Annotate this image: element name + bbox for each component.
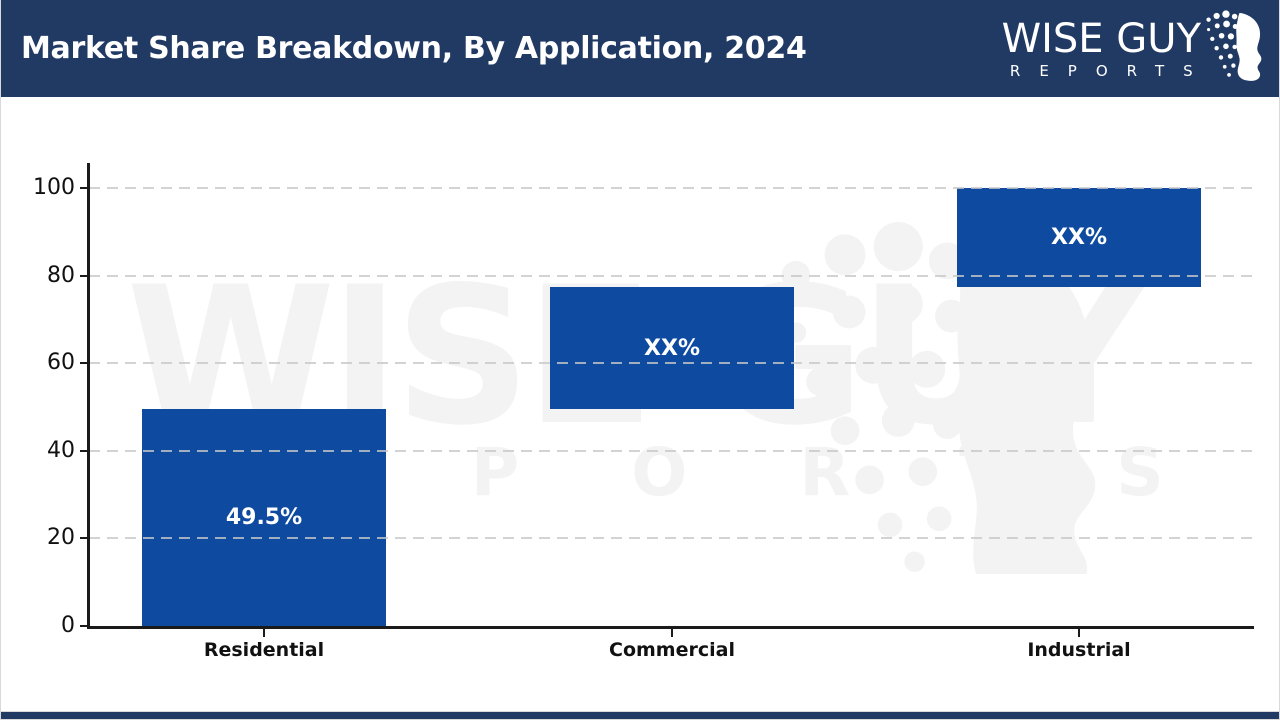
y-tick-mark — [80, 537, 87, 540]
wise-guy-reports-logo: WISE GUY REPORTS — [1002, 10, 1265, 86]
x-tick-mark — [671, 629, 673, 637]
x-tick-mark — [263, 629, 265, 637]
x-tick-label-industrial: Industrial — [1027, 639, 1131, 661]
gridline-60 — [89, 362, 1254, 365]
header-bar: Market Share Breakdown, By Application, … — [1, 0, 1279, 97]
gridline-100 — [89, 187, 1254, 189]
logo-wordmark: WISE GUY — [1001, 15, 1201, 62]
y-tick-label: 0 — [61, 613, 75, 638]
y-axis-line — [87, 163, 90, 629]
watermark-face-icon — [771, 222, 1181, 578]
page-title: Market Share Breakdown, By Application, … — [21, 31, 807, 66]
y-tick-mark — [80, 187, 87, 189]
bar-industrial: XX% — [957, 188, 1201, 288]
y-tick-label: 100 — [33, 175, 75, 200]
y-tick-label: 80 — [47, 262, 75, 288]
x-tick-label-residential: Residential — [203, 639, 325, 661]
gridline-20 — [89, 537, 1254, 540]
y-tick-label: 20 — [47, 525, 75, 551]
logo-text: WISE GUY REPORTS — [1002, 17, 1201, 80]
footer-divider — [1, 711, 1279, 712]
y-tick-mark — [80, 274, 87, 277]
y-tick-mark — [80, 449, 87, 452]
x-axis-line — [87, 626, 1254, 629]
bar-value-label: XX% — [1051, 225, 1107, 251]
y-tick-mark — [80, 362, 87, 365]
face-profile-icon — [1203, 10, 1265, 86]
x-tick-mark — [1078, 629, 1080, 637]
x-tick-label-commercial: Commercial — [609, 639, 735, 661]
gridline-40 — [89, 449, 1254, 452]
y-tick-label: 40 — [47, 437, 75, 463]
gridline-80 — [89, 274, 1254, 277]
y-tick-label: 60 — [47, 350, 75, 376]
bar-commercial: XX% — [550, 287, 794, 410]
footer-bar — [1, 712, 1279, 719]
bar-residential: 49.5% — [142, 409, 386, 626]
bar-value-label: 49.5% — [225, 505, 303, 531]
y-tick-mark — [80, 625, 87, 627]
bar-value-label: XX% — [644, 335, 700, 361]
logo-subtitle: REPORTS — [1009, 61, 1212, 80]
